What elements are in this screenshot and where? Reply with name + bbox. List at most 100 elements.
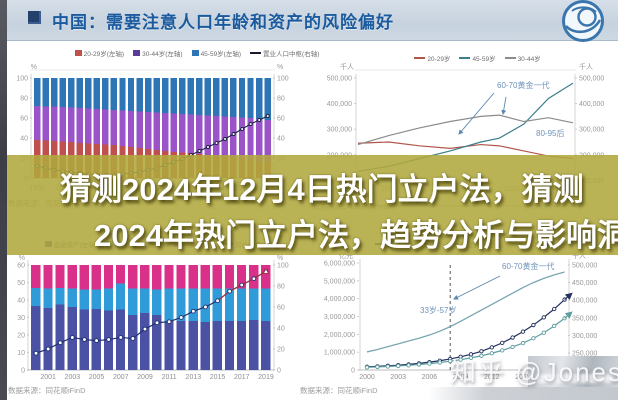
svg-text:2009: 2009 [453,374,469,381]
svg-text:4,000,000: 4,000,000 [324,296,355,303]
overlay-title-line1: 猜测2024年12月4日热门立户法，猜测 [60,172,584,207]
left-edge-strip [0,0,7,400]
legend-item: 20-29岁 [414,53,450,63]
svg-text:2005: 2005 [89,374,105,381]
svg-text:500,000: 500,000 [579,76,604,83]
svg-text:0: 0 [21,368,25,375]
legend-swatch-icon [250,52,262,54]
legend-swatch-icon [459,57,471,59]
svg-text:3,000,000: 3,000,000 [324,314,355,321]
legend-item: 45-59岁(左轴) [191,48,242,58]
photo-highlight [536,374,614,383]
svg-text:10: 10 [17,350,25,357]
svg-text:40: 40 [277,326,285,333]
svg-text:%: % [19,255,25,262]
svg-text:80: 80 [20,96,28,103]
legend-item: 45-59岁 [459,53,496,63]
svg-text:千人: 千人 [340,62,354,71]
legend-swatch-icon [504,57,516,59]
svg-text:2000: 2000 [359,374,375,381]
overlay-banner: 猜测2024年12月4日热门立户法，猜测 2024年热门立户法，趋势分析与影响洞 [0,155,618,255]
svg-text:450,000: 450,000 [572,280,597,287]
svg-text:2019: 2019 [258,374,274,381]
legend-label: 置业人口中枢(右轴) [263,51,320,58]
legend-item: 30-44岁(左轴) [133,48,183,58]
svg-text:40: 40 [20,136,28,143]
svg-text:100: 100 [277,76,289,83]
svg-text:350,000: 350,000 [572,315,597,322]
legend-swatch-icon [74,50,82,56]
svg-text:亿元: 亿元 [339,251,353,260]
svg-text:数据来源：同花顺iFinD: 数据来源：同花顺iFinD [8,385,86,395]
svg-text:80: 80 [277,284,285,291]
svg-text:2007: 2007 [113,374,129,381]
legend-label: 45-59岁(左轴) [200,51,242,58]
svg-text:60: 60 [20,116,28,123]
svg-text:%: % [277,64,283,71]
legend-top-right: 20-29岁 45-59岁 30-44岁 [385,53,570,63]
svg-text:250,000: 250,000 [572,351,597,358]
svg-text:60: 60 [277,305,285,312]
svg-text:20: 20 [17,333,25,340]
svg-text:1,000,000: 1,000,000 [324,350,355,357]
svg-text:100: 100 [277,263,289,270]
svg-text:30: 30 [17,315,25,322]
svg-text:2017: 2017 [234,374,250,381]
svg-text:0: 0 [351,368,355,375]
svg-text:60: 60 [277,116,285,123]
svg-text:100: 100 [16,76,28,83]
svg-text:2009: 2009 [137,374,153,381]
svg-text:2015: 2015 [515,374,531,381]
svg-text:500,000: 500,000 [327,76,352,83]
legend-item: 置业人口中枢(右轴) [250,48,319,58]
svg-text:60-70黄金一代: 60-70黄金一代 [497,80,549,90]
svg-text:2001: 2001 [40,374,56,381]
svg-text:5,000,000: 5,000,000 [324,278,355,285]
svg-text:6,000,000: 6,000,000 [324,261,355,268]
svg-text:2013: 2013 [186,374,202,381]
bank-logo-icon [562,0,604,42]
svg-text:2012: 2012 [484,374,500,381]
svg-text:数据来源：同花顺iFinD: 数据来源：同花顺iFinD [300,385,378,395]
svg-text:2,000,000: 2,000,000 [324,332,355,339]
svg-text:33岁-57岁: 33岁-57岁 [420,305,456,315]
corner-photo-strip [428,387,618,400]
svg-text:60-70黄金一代: 60-70黄金一代 [502,261,554,271]
svg-text:20: 20 [277,347,285,354]
svg-text:50: 50 [17,280,25,287]
legend-swatch-icon [133,50,141,56]
svg-text:80: 80 [277,96,285,103]
legend-label: 45-59岁 [472,56,496,63]
legend-label: 20-29岁(左轴) [83,51,125,58]
svg-text:400,000: 400,000 [572,298,597,305]
svg-text:300,000: 300,000 [572,333,597,340]
svg-text:千人: 千人 [572,251,586,260]
svg-text:2015: 2015 [210,374,226,381]
svg-text:2006: 2006 [422,374,438,381]
svg-text:40: 40 [277,136,285,143]
svg-text:60: 60 [17,263,25,270]
legend-label: 30-44岁 [517,56,541,63]
svg-text:400,000: 400,000 [579,101,604,108]
legend-swatch-icon [191,50,199,56]
svg-text:%: % [277,255,283,262]
svg-text:40: 40 [17,298,25,305]
svg-text:%: % [31,64,37,71]
header-bar: 中国：需要注意人口年龄和资产的风险偏好 [0,0,618,41]
svg-text:0: 0 [277,368,281,375]
page-title: 中国：需要注意人口年龄和资产的风险偏好 [52,13,394,32]
svg-text:400,000: 400,000 [327,101,352,108]
svg-text:2003: 2003 [390,374,406,381]
svg-text:300,000: 300,000 [327,127,352,134]
legend-top-left: 20-29岁(左轴) 30-44岁(左轴) 45-59岁(左轴) 置业人口中枢(右轴) [74,48,319,58]
corner-square-icon [28,11,41,24]
svg-text:千人: 千人 [579,62,593,71]
legend-item: 30-44岁 [504,53,541,63]
svg-text:500,000: 500,000 [572,263,597,270]
legend-swatch-icon [414,57,426,59]
svg-text:300,000: 300,000 [579,127,604,134]
svg-text:80-95后: 80-95后 [536,128,564,138]
zhihu-watermark: 知乎 @Jones [450,357,618,387]
svg-text:2011: 2011 [162,374,177,381]
